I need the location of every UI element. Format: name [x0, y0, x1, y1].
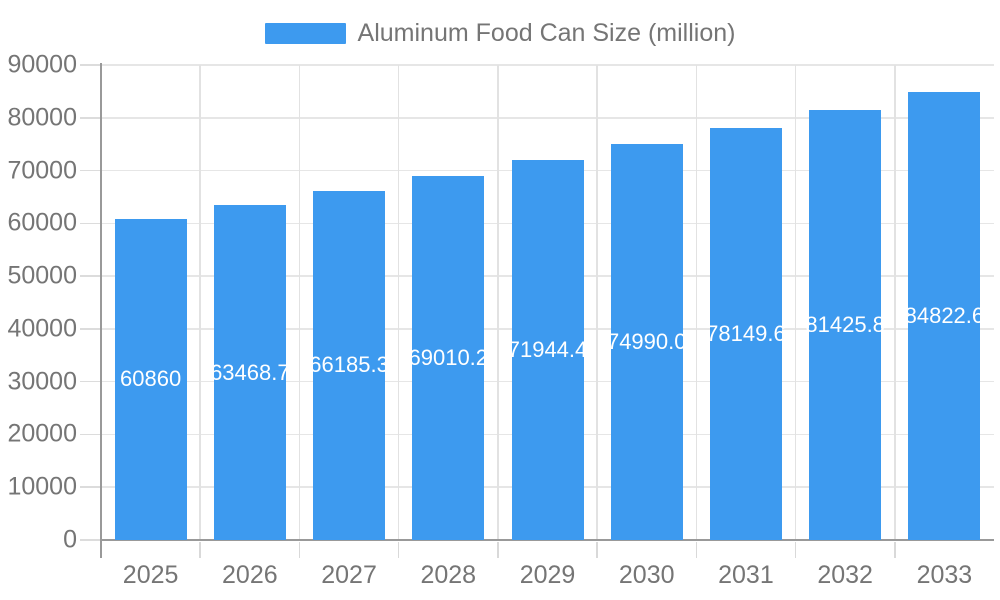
y-axis-label: 50000 [7, 261, 77, 290]
y-axis-tick [80, 222, 101, 225]
y-axis-tick [80, 169, 101, 172]
y-axis-tick [80, 117, 101, 119]
y-axis-tick [80, 275, 101, 277]
y-axis-tick [80, 486, 101, 488]
y-axis-tick [80, 328, 101, 330]
y-axis-label: 40000 [7, 314, 77, 343]
x-axis-label: 2025 [122, 561, 179, 589]
x-axis-label: 2028 [420, 561, 477, 589]
y-axis-label: 10000 [7, 472, 77, 501]
x-axis-label: 2033 [916, 561, 973, 589]
legend: Aluminum Food Can Size (million) [0, 19, 1000, 48]
bar-2027[interactable] [313, 190, 386, 540]
y-axis-label: 70000 [7, 156, 77, 185]
gridline-vertical [794, 65, 797, 540]
bar-2030[interactable] [610, 144, 683, 540]
x-axis-label: 2029 [519, 561, 576, 589]
bar-2033[interactable] [908, 92, 981, 540]
y-axis-label: 0 [63, 525, 77, 554]
x-axis-tick [794, 542, 797, 558]
legend-marker-swatch [264, 23, 346, 44]
y-axis-tick [80, 380, 101, 383]
x-axis-tick [397, 542, 400, 558]
gridline-horizontal [101, 117, 994, 119]
gridline-horizontal [101, 64, 994, 66]
x-axis-label: 2031 [718, 561, 774, 589]
y-axis-label: 30000 [7, 367, 77, 396]
y-axis-label: 90000 [7, 50, 77, 79]
x-axis-tick [497, 542, 499, 558]
gridline-vertical [298, 65, 301, 540]
x-axis-label: 2026 [222, 561, 278, 589]
x-axis-label: 2032 [817, 561, 873, 589]
y-axis-label: 80000 [7, 103, 77, 132]
bar-2028[interactable] [412, 175, 485, 540]
y-axis-tick [80, 433, 101, 436]
bar-2029[interactable] [511, 160, 584, 540]
gridline-vertical [497, 65, 499, 540]
x-axis-tick [596, 542, 598, 558]
x-axis-line [101, 539, 994, 541]
bar-2032[interactable] [809, 110, 882, 540]
gridline-vertical [695, 65, 698, 540]
y-axis-tick [80, 64, 101, 66]
bar-2025[interactable] [114, 218, 187, 540]
x-axis-tick [199, 542, 201, 558]
gridline-vertical [397, 65, 400, 540]
legend-item[interactable]: Aluminum Food Can Size (million) [264, 19, 736, 48]
y-axis-label: 60000 [7, 208, 77, 237]
legend-label: Aluminum Food Can Size (million) [357, 19, 736, 47]
x-axis-label: 2027 [321, 561, 377, 589]
bar-2031[interactable] [709, 127, 782, 540]
gridline-vertical [894, 65, 896, 540]
y-axis-line [100, 63, 102, 558]
x-axis-label: 2030 [618, 561, 675, 589]
gridline-vertical [199, 65, 201, 540]
x-axis-tick [695, 542, 698, 558]
y-axis-tick [80, 539, 101, 541]
y-axis-label: 20000 [7, 419, 77, 448]
x-axis-tick [298, 542, 301, 558]
x-axis-tick [894, 542, 896, 558]
bar-2026[interactable] [213, 205, 286, 540]
gridline-vertical [596, 65, 598, 540]
